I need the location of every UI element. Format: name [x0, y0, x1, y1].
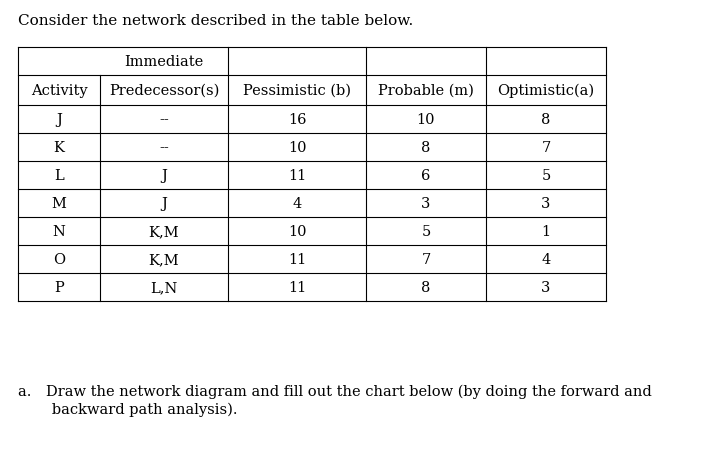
Text: N: N: [52, 224, 66, 239]
Text: 16: 16: [288, 113, 306, 127]
Text: a. Draw the network diagram and fill out the chart below (by doing the forward a: a. Draw the network diagram and fill out…: [18, 384, 652, 398]
Text: 7: 7: [542, 141, 551, 155]
Text: 8: 8: [421, 280, 431, 294]
Text: 4: 4: [542, 252, 551, 266]
Text: backward path analysis).: backward path analysis).: [18, 402, 237, 416]
Text: 3: 3: [421, 196, 431, 211]
Text: Optimistic(a): Optimistic(a): [498, 84, 594, 98]
Text: 10: 10: [288, 141, 306, 155]
Text: 1: 1: [542, 224, 551, 239]
Text: Probable (m): Probable (m): [378, 84, 474, 98]
Text: M: M: [52, 196, 66, 211]
Text: Consider the network described in the table below.: Consider the network described in the ta…: [18, 14, 413, 28]
Text: 7: 7: [421, 252, 431, 266]
Text: --: --: [159, 141, 169, 155]
Text: J: J: [161, 168, 167, 183]
Text: Pessimistic (b): Pessimistic (b): [243, 84, 351, 98]
Text: Predecessor(s): Predecessor(s): [109, 84, 219, 98]
Text: 11: 11: [288, 168, 306, 183]
Text: 5: 5: [542, 168, 551, 183]
Text: L: L: [54, 168, 64, 183]
Text: K: K: [54, 141, 64, 155]
Text: J: J: [56, 113, 62, 127]
Text: 11: 11: [288, 252, 306, 266]
Text: 10: 10: [417, 113, 436, 127]
Text: K,M: K,M: [149, 224, 179, 239]
Text: --: --: [159, 113, 169, 127]
Text: P: P: [54, 280, 64, 294]
Text: 5: 5: [421, 224, 431, 239]
Text: L,N: L,N: [150, 280, 178, 294]
Text: 8: 8: [542, 113, 551, 127]
Text: O: O: [53, 252, 65, 266]
Text: 6: 6: [421, 168, 431, 183]
Text: 3: 3: [542, 196, 551, 211]
Text: 3: 3: [542, 280, 551, 294]
Text: 8: 8: [421, 141, 431, 155]
Text: 11: 11: [288, 280, 306, 294]
Text: 4: 4: [292, 196, 301, 211]
Text: Activity: Activity: [30, 84, 88, 98]
Text: J: J: [161, 196, 167, 211]
Text: 10: 10: [288, 224, 306, 239]
Text: Immediate: Immediate: [124, 55, 203, 69]
Text: K,M: K,M: [149, 252, 179, 266]
